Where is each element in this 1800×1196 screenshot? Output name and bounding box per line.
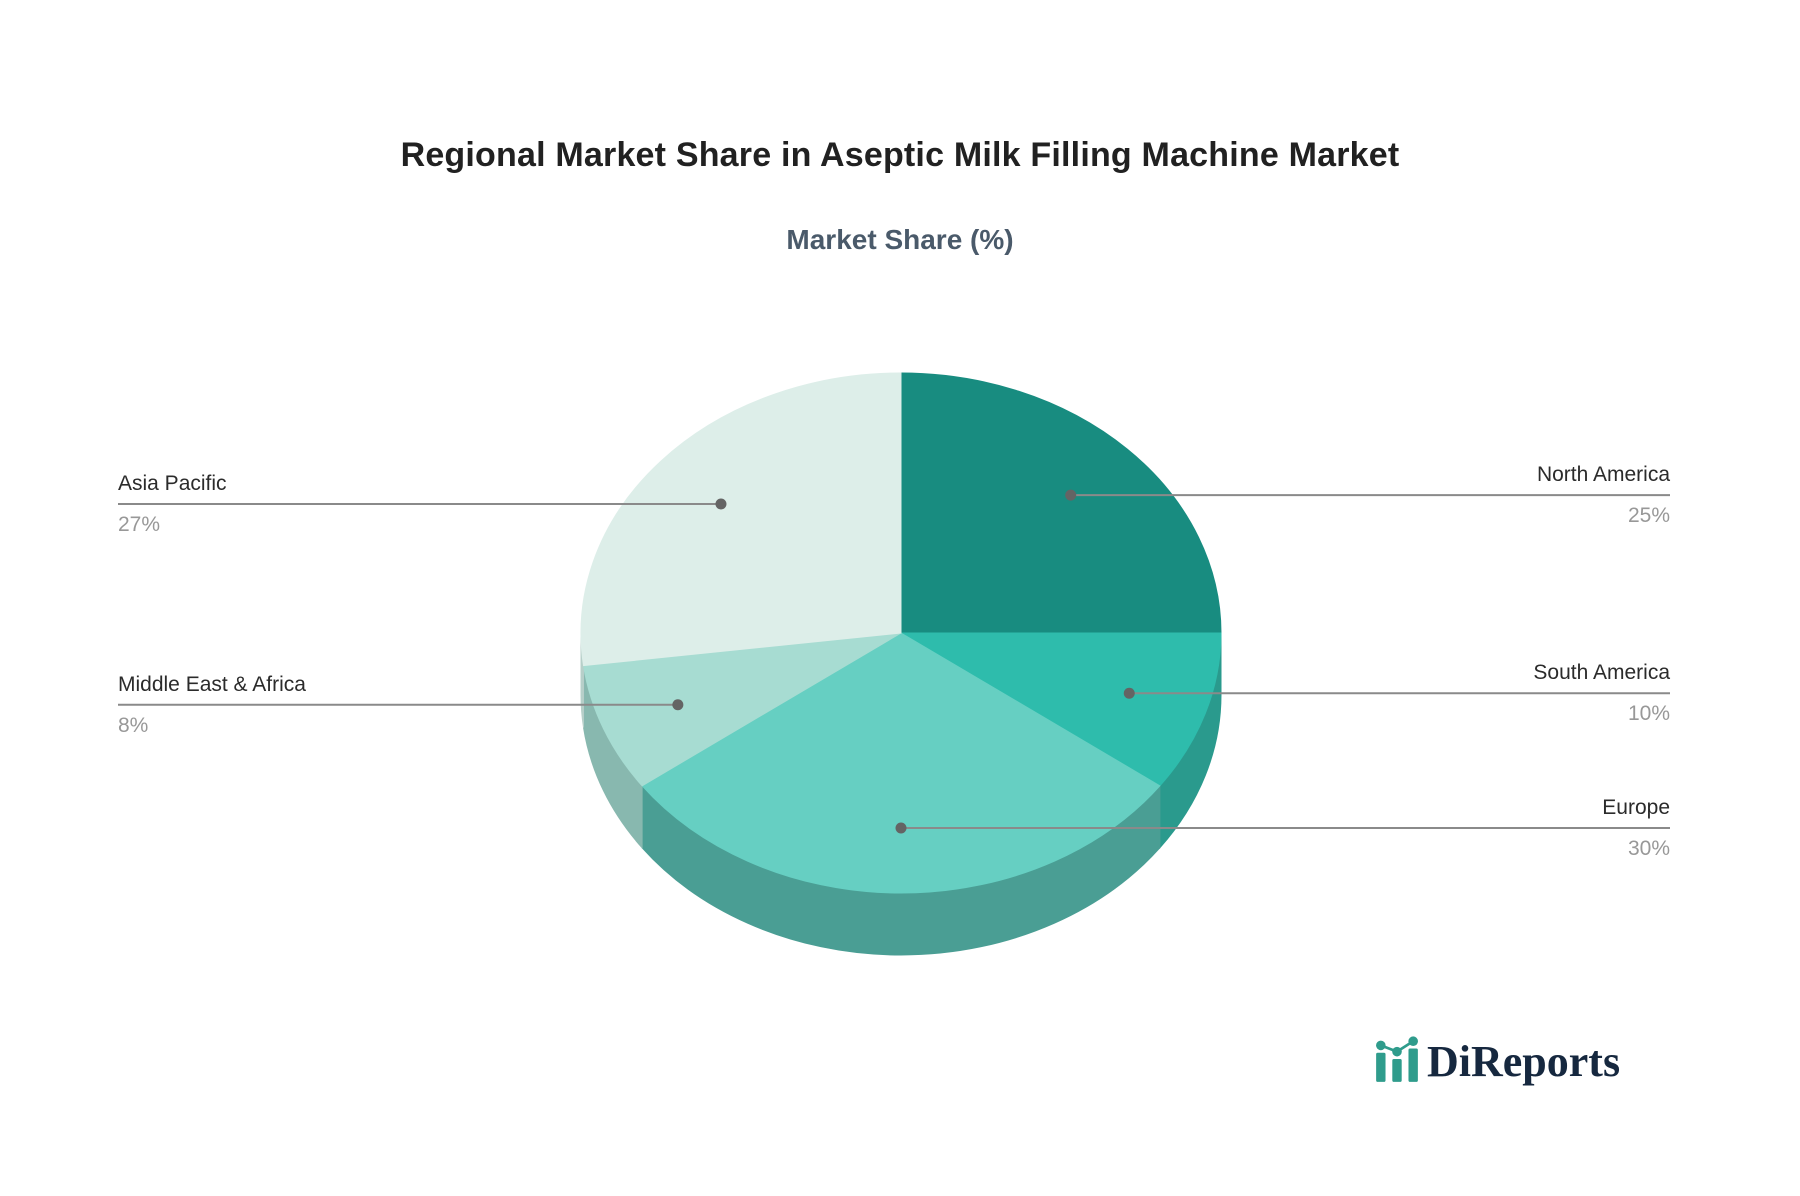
callout-label-south-america: South America — [1533, 661, 1670, 685]
chart-title: Regional Market Share in Aseptic Milk Fi… — [400, 136, 1400, 174]
callout-percent-europe: 30% — [1627, 837, 1670, 860]
callout-label-middle-east-africa: Middle East & Africa — [118, 672, 306, 696]
callout-percent-south-america: 10% — [1627, 702, 1670, 726]
callout-label-asia-pacific: Asia Pacific — [118, 472, 227, 496]
chart-subtitle: Market Share (%) — [786, 224, 1014, 255]
callout-dot-south-america — [1123, 687, 1135, 699]
pie-slice-middle-east-africa[interactable] — [582, 632, 902, 787]
bar-chart-trend-icon — [1376, 1036, 1418, 1082]
callout-label-north-america: North America — [1536, 463, 1670, 487]
callout-dot-asia-pacific — [715, 498, 727, 510]
pie-slice-asia-pacific[interactable] — [580, 372, 902, 667]
callout-label-europe: Europe — [1602, 796, 1670, 819]
pie-slice-south-america[interactable] — [899, 632, 1222, 787]
callout-percent-north-america: 25% — [1627, 504, 1670, 528]
callout-dot-europe — [895, 822, 907, 834]
callout-dot-north-america — [1065, 489, 1077, 501]
callout-percent-middle-east-africa: 8% — [118, 713, 149, 737]
logo-text: DiReports — [1427, 1037, 1621, 1086]
callout-percent-asia-pacific: 27% — [118, 513, 161, 537]
callout-dot-middle-east-africa — [672, 699, 684, 711]
direports-logo[interactable]: DiReports — [1374, 1036, 1620, 1084]
pie-slice-north-america[interactable] — [900, 372, 1222, 634]
